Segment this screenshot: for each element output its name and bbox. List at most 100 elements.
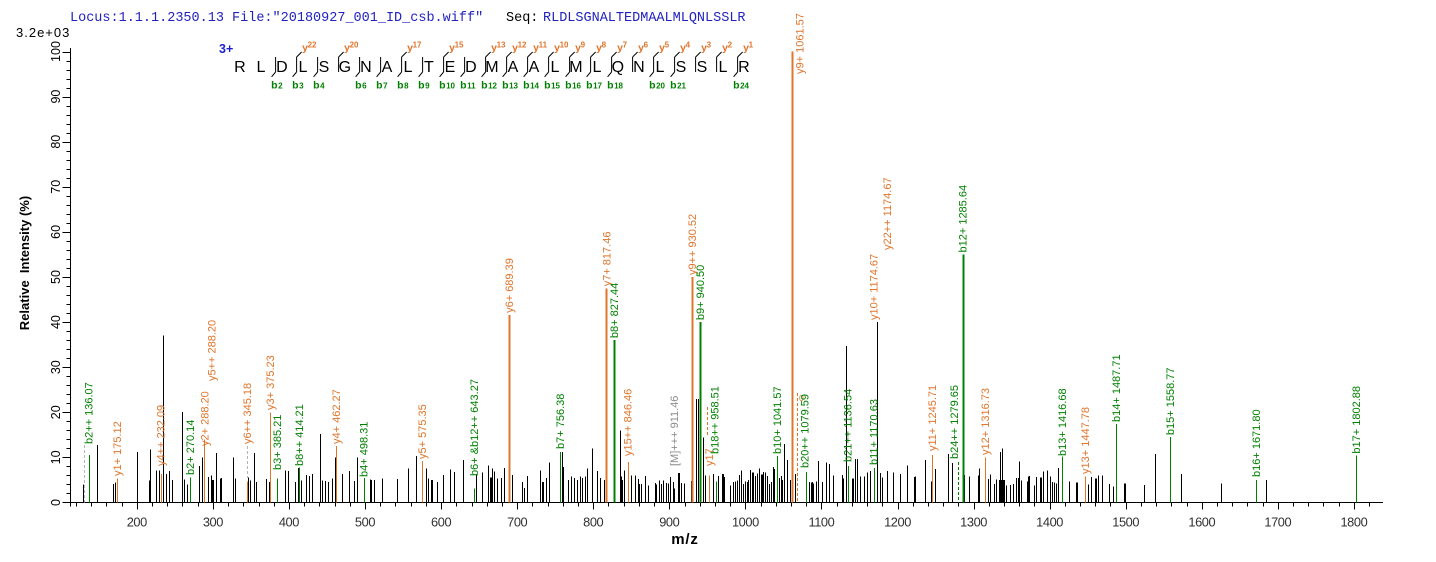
svg-text:b17+ 1802.88: b17+ 1802.88 xyxy=(1351,386,1363,454)
svg-text:L: L xyxy=(550,59,559,76)
svg-text:3+: 3+ xyxy=(219,42,233,56)
svg-text:b: b xyxy=(502,80,508,92)
svg-text:D: D xyxy=(276,59,288,76)
svg-text:20: 20 xyxy=(350,41,359,50)
svg-text:10: 10 xyxy=(560,41,569,50)
svg-text:[M]+++ 911.46: [M]+++ 911.46 xyxy=(669,396,681,466)
svg-text:y7+ 817.46: y7+ 817.46 xyxy=(601,232,613,287)
svg-text:N: N xyxy=(633,59,645,76)
svg-text:12: 12 xyxy=(518,41,527,50)
svg-text:y: y xyxy=(344,42,350,54)
svg-text:Locus:1.1.1.2350.13 File:"2018: Locus:1.1.1.2350.13 File:"20180927_001_I… xyxy=(70,11,483,26)
svg-text:b7+ 756.38: b7+ 756.38 xyxy=(555,394,567,449)
svg-text:Relative Intensity (%): Relative Intensity (%) xyxy=(17,196,32,330)
svg-text:b24++ 1279.65: b24++ 1279.65 xyxy=(949,385,961,459)
svg-text:b: b xyxy=(460,80,466,92)
svg-text:b: b xyxy=(670,80,676,92)
svg-text:20: 20 xyxy=(656,82,665,91)
svg-text:2: 2 xyxy=(278,82,283,91)
svg-text:b: b xyxy=(313,80,319,92)
svg-text:y: y xyxy=(743,42,749,54)
svg-text:y9++ 930.52: y9++ 930.52 xyxy=(687,214,699,275)
svg-text:y: y xyxy=(302,42,308,54)
svg-text:y: y xyxy=(638,42,644,54)
svg-text:L: L xyxy=(718,59,727,76)
svg-text:b: b xyxy=(439,80,445,92)
svg-text:G: G xyxy=(339,59,351,76)
svg-text:90: 90 xyxy=(49,90,63,104)
svg-text:y: y xyxy=(554,42,560,54)
svg-text:b: b xyxy=(733,80,739,92)
svg-text:b: b xyxy=(523,80,529,92)
svg-text:17: 17 xyxy=(593,82,602,91)
svg-text:b4+ 498.31: b4+ 498.31 xyxy=(359,422,371,477)
svg-text:1700: 1700 xyxy=(1264,515,1291,530)
svg-text:y: y xyxy=(491,42,497,54)
svg-text:R: R xyxy=(234,59,246,76)
svg-text:y1+ 175.12: y1+ 175.12 xyxy=(112,421,124,476)
svg-text:D: D xyxy=(465,59,477,76)
svg-text:b6+ &b12++ 643.27: b6+ &b12++ 643.27 xyxy=(469,379,481,476)
svg-text:y5++ 288.20: y5++ 288.20 xyxy=(207,320,219,381)
svg-text:17: 17 xyxy=(413,41,422,50)
svg-text:9: 9 xyxy=(425,82,430,91)
svg-text:b14+ 1487.71: b14+ 1487.71 xyxy=(1111,354,1123,422)
svg-text:1800: 1800 xyxy=(1340,515,1367,530)
svg-text:y: y xyxy=(407,42,413,54)
svg-text:y: y xyxy=(596,42,602,54)
svg-text:400: 400 xyxy=(279,515,299,530)
svg-text:11: 11 xyxy=(539,41,548,50)
svg-text:b8+ 827.44: b8+ 827.44 xyxy=(609,283,621,338)
svg-text:b20++ 1079.59: b20++ 1079.59 xyxy=(800,394,812,468)
svg-text:50: 50 xyxy=(49,270,63,284)
svg-text:y17: y17 xyxy=(704,448,716,466)
svg-text:1300: 1300 xyxy=(960,515,987,530)
svg-text:14: 14 xyxy=(530,82,539,91)
svg-text:b: b xyxy=(292,80,298,92)
svg-text:b12+ 1285.64: b12+ 1285.64 xyxy=(957,185,969,253)
svg-text:8: 8 xyxy=(404,82,409,91)
svg-text:y: y xyxy=(512,42,518,54)
svg-text:N: N xyxy=(360,59,372,76)
svg-text:15: 15 xyxy=(551,82,560,91)
svg-text:b: b xyxy=(607,80,613,92)
svg-text:y4++ 232.09: y4++ 232.09 xyxy=(156,405,168,466)
svg-text:y9+ 1061.57: y9+ 1061.57 xyxy=(795,13,807,74)
svg-text:R: R xyxy=(738,59,750,76)
svg-text:b2+ 270.14: b2+ 270.14 xyxy=(185,420,197,475)
svg-text:b: b xyxy=(397,80,403,92)
svg-text:6: 6 xyxy=(362,82,367,91)
svg-text:13: 13 xyxy=(497,41,506,50)
svg-text:A: A xyxy=(508,59,519,76)
svg-text:b3+ 385.21: b3+ 385.21 xyxy=(272,415,284,470)
svg-text:60: 60 xyxy=(49,225,63,239)
svg-text:b8++ 414.21: b8++ 414.21 xyxy=(294,404,306,466)
svg-text:y: y xyxy=(533,42,539,54)
svg-text:600: 600 xyxy=(431,515,451,530)
svg-text:b: b xyxy=(355,80,361,92)
svg-text:20: 20 xyxy=(49,405,63,419)
svg-text:S: S xyxy=(319,59,330,76)
svg-text:100: 100 xyxy=(49,41,63,62)
svg-text:3.2e+03: 3.2e+03 xyxy=(16,25,70,40)
svg-text:10: 10 xyxy=(446,82,455,91)
svg-text:y6++ 345.18: y6++ 345.18 xyxy=(242,383,254,444)
svg-text:1100: 1100 xyxy=(808,515,834,530)
svg-text:b: b xyxy=(544,80,550,92)
svg-text:1500: 1500 xyxy=(1112,515,1139,530)
svg-text:y12+ 1316.73: y12+ 1316.73 xyxy=(980,388,992,455)
svg-text:b10+ 1041.57: b10+ 1041.57 xyxy=(772,386,784,454)
svg-text:b18++ 958.51: b18++ 958.51 xyxy=(710,386,722,454)
svg-text:S: S xyxy=(676,59,687,76)
svg-text:b21++ 1136.54: b21++ 1136.54 xyxy=(843,389,855,462)
svg-text:Seq:: Seq: xyxy=(506,11,538,26)
svg-text:4: 4 xyxy=(686,41,691,50)
svg-text:7: 7 xyxy=(623,41,628,50)
svg-text:7: 7 xyxy=(383,82,388,91)
svg-text:m/z: m/z xyxy=(671,531,698,548)
svg-text:L: L xyxy=(655,59,664,76)
svg-text:18: 18 xyxy=(614,82,623,91)
svg-text:y: y xyxy=(722,42,728,54)
svg-text:16: 16 xyxy=(572,82,581,91)
svg-text:1400: 1400 xyxy=(1036,515,1063,530)
